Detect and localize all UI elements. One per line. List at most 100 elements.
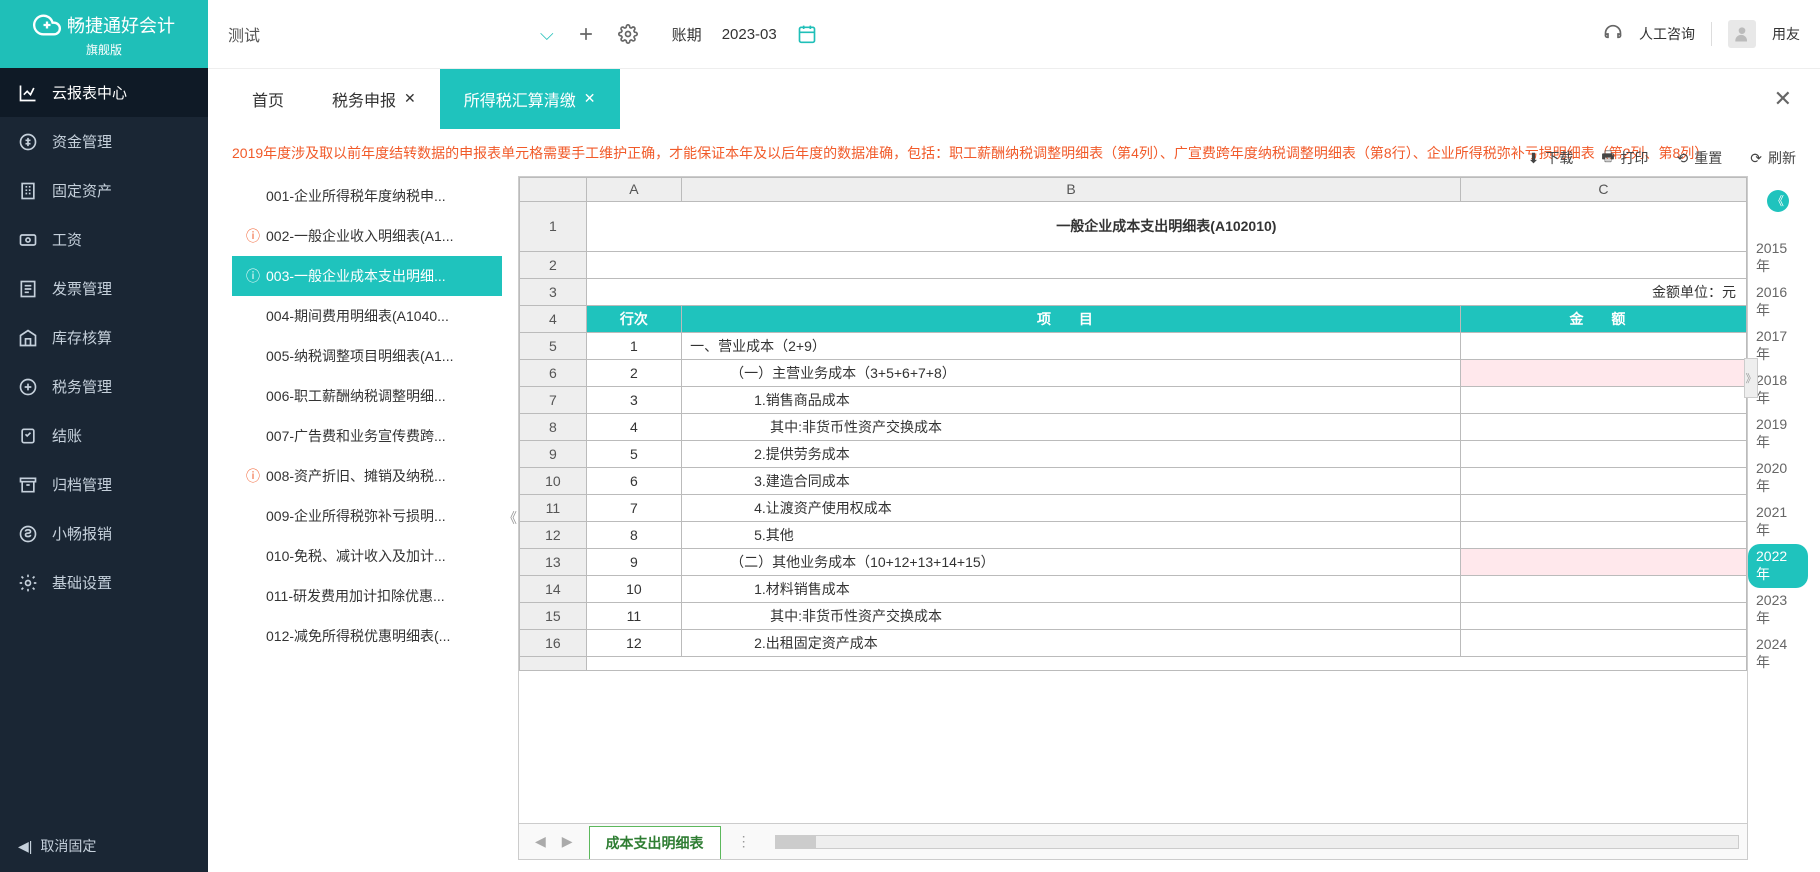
year-item[interactable]: 2020年 [1748, 456, 1808, 500]
item-cell[interactable]: 5.其他 [682, 521, 1461, 548]
amount-cell[interactable] [1460, 629, 1746, 656]
seq-cell[interactable]: 7 [586, 494, 681, 521]
amount-cell[interactable] [1460, 386, 1746, 413]
col-header[interactable]: A [586, 177, 681, 201]
amount-cell[interactable] [1460, 332, 1746, 359]
sheet-table[interactable]: ABC1一般企业成本支出明细表(A102010)23金额单位：元4行次项 目金 … [519, 177, 1747, 671]
seq-cell[interactable]: 2 [586, 359, 681, 386]
row-header[interactable]: 11 [520, 494, 587, 521]
row-header[interactable]: 2 [520, 251, 587, 278]
calendar-icon[interactable] [797, 24, 817, 44]
seq-cell[interactable]: 8 [586, 521, 681, 548]
col-header[interactable]: B [682, 177, 1461, 201]
download-button[interactable]: ⬇下载 [1528, 146, 1574, 170]
splitter-left[interactable]: 《 [502, 176, 518, 860]
row-header[interactable]: 13 [520, 548, 587, 575]
tab[interactable]: 税务申报✕ [308, 69, 440, 129]
form-list-item[interactable]: ⓘ008-资产折旧、摊销及纳税... [232, 456, 502, 496]
row-header[interactable]: 5 [520, 332, 587, 359]
item-cell[interactable]: 其中:非货币性资产交换成本 [682, 602, 1461, 629]
tab[interactable]: 首页 [228, 69, 308, 129]
seq-cell[interactable]: 10 [586, 575, 681, 602]
year-item[interactable]: 2016年 [1748, 280, 1808, 324]
form-list-item[interactable]: 005-纳税调整项目明细表(A1... [232, 336, 502, 376]
amount-cell[interactable] [1460, 521, 1746, 548]
row-header[interactable]: 7 [520, 386, 587, 413]
sidebar-item-expense[interactable]: 小畅报销 [0, 509, 208, 558]
seq-cell[interactable]: 9 [586, 548, 681, 575]
tab-close-icon[interactable]: ✕ [404, 90, 416, 107]
item-cell[interactable]: 3.建造合同成本 [682, 467, 1461, 494]
form-list-item[interactable]: 001-企业所得税年度纳税申... [232, 176, 502, 216]
seq-cell[interactable]: 11 [586, 602, 681, 629]
tab-close-icon[interactable]: ✕ [584, 90, 596, 107]
form-list-item[interactable]: ⓘ002-一般企业收入明细表(A1... [232, 216, 502, 256]
row-header[interactable]: 10 [520, 467, 587, 494]
form-list-item[interactable]: 010-免税、减计收入及加计... [232, 536, 502, 576]
sidebar-item-settings[interactable]: 基础设置 [0, 558, 208, 607]
item-cell[interactable]: 一、营业成本（2+9） [682, 332, 1461, 359]
col-header[interactable]: C [1460, 177, 1746, 201]
user-name[interactable]: 用友 [1772, 24, 1800, 44]
row-header[interactable] [520, 656, 587, 670]
item-cell[interactable]: 1.材料销售成本 [682, 575, 1461, 602]
support-label[interactable]: 人工咨询 [1639, 24, 1695, 44]
period-value[interactable]: 2023-03 [722, 26, 777, 43]
amount-cell[interactable] [1460, 413, 1746, 440]
form-list-item[interactable]: 011-研发费用加计扣除优惠... [232, 576, 502, 616]
amount-cell[interactable] [1460, 602, 1746, 629]
seq-cell[interactable]: 12 [586, 629, 681, 656]
sidebar-item-chart[interactable]: 云报表中心 [0, 68, 208, 117]
year-item[interactable]: 2024年 [1748, 632, 1808, 676]
row-header[interactable]: 8 [520, 413, 587, 440]
row-header[interactable]: 4 [520, 305, 587, 332]
sheet-menu-icon[interactable]: ⋮ [721, 833, 767, 850]
sidebar-item-building[interactable]: 固定资产 [0, 166, 208, 215]
reset-button[interactable]: ⟲重置 [1677, 146, 1723, 170]
expand-button[interactable]: 《 [1767, 190, 1789, 212]
sidebar-item-invoice[interactable]: 发票管理 [0, 264, 208, 313]
form-list-item[interactable]: 009-企业所得税弥补亏损明... [232, 496, 502, 536]
sheet-corner[interactable] [520, 177, 587, 201]
row-header[interactable]: 14 [520, 575, 587, 602]
headset-icon[interactable] [1603, 24, 1623, 44]
gear-icon[interactable] [618, 24, 638, 44]
sidebar-item-money[interactable]: 资金管理 [0, 117, 208, 166]
item-cell[interactable]: （二）其他业务成本（10+12+13+14+15） [682, 548, 1461, 575]
item-cell[interactable]: 其中:非货币性资产交换成本 [682, 413, 1461, 440]
amount-cell[interactable] [1460, 359, 1746, 386]
sidebar-item-close-book[interactable]: 结账 [0, 411, 208, 460]
company-select[interactable]: 测试 ⌵ [228, 22, 554, 46]
year-item[interactable]: 2019年 [1748, 412, 1808, 456]
seq-cell[interactable]: 1 [586, 332, 681, 359]
item-cell[interactable]: （一）主营业务成本（3+5+6+7+8） [682, 359, 1461, 386]
amount-cell[interactable] [1460, 494, 1746, 521]
amount-cell[interactable] [1460, 467, 1746, 494]
avatar[interactable] [1728, 20, 1756, 48]
row-header[interactable]: 1 [520, 201, 587, 251]
sheet-tab[interactable]: 成本支出明细表 [589, 826, 721, 859]
form-list-item[interactable]: 004-期间费用明细表(A1040... [232, 296, 502, 336]
seq-cell[interactable]: 3 [586, 386, 681, 413]
refresh-button[interactable]: ⟳刷新 [1750, 146, 1796, 170]
item-cell[interactable]: 4.让渡资产使用权成本 [682, 494, 1461, 521]
row-header[interactable]: 6 [520, 359, 587, 386]
year-item[interactable]: 2015年 [1748, 236, 1808, 280]
print-button[interactable]: 🖶打印 [1601, 146, 1648, 170]
plus-icon[interactable] [576, 24, 596, 44]
sidebar-item-inventory[interactable]: 库存核算 [0, 313, 208, 362]
form-list-item[interactable]: 012-减免所得税优惠明细表(... [232, 616, 502, 656]
amount-cell[interactable] [1460, 440, 1746, 467]
seq-cell[interactable]: 4 [586, 413, 681, 440]
horizontal-scrollbar[interactable] [775, 835, 1739, 849]
seq-cell[interactable]: 5 [586, 440, 681, 467]
amount-cell[interactable] [1460, 548, 1746, 575]
row-header[interactable]: 15 [520, 602, 587, 629]
year-item[interactable]: 2022年 [1748, 544, 1808, 588]
year-item[interactable]: 2023年 [1748, 588, 1808, 632]
form-list-item[interactable]: 007-广告费和业务宣传费跨... [232, 416, 502, 456]
sheet-nav[interactable]: ◀▶ [519, 833, 589, 850]
year-item[interactable]: 2021年 [1748, 500, 1808, 544]
item-cell[interactable]: 2.出租固定资产成本 [682, 629, 1461, 656]
seq-cell[interactable]: 6 [586, 467, 681, 494]
